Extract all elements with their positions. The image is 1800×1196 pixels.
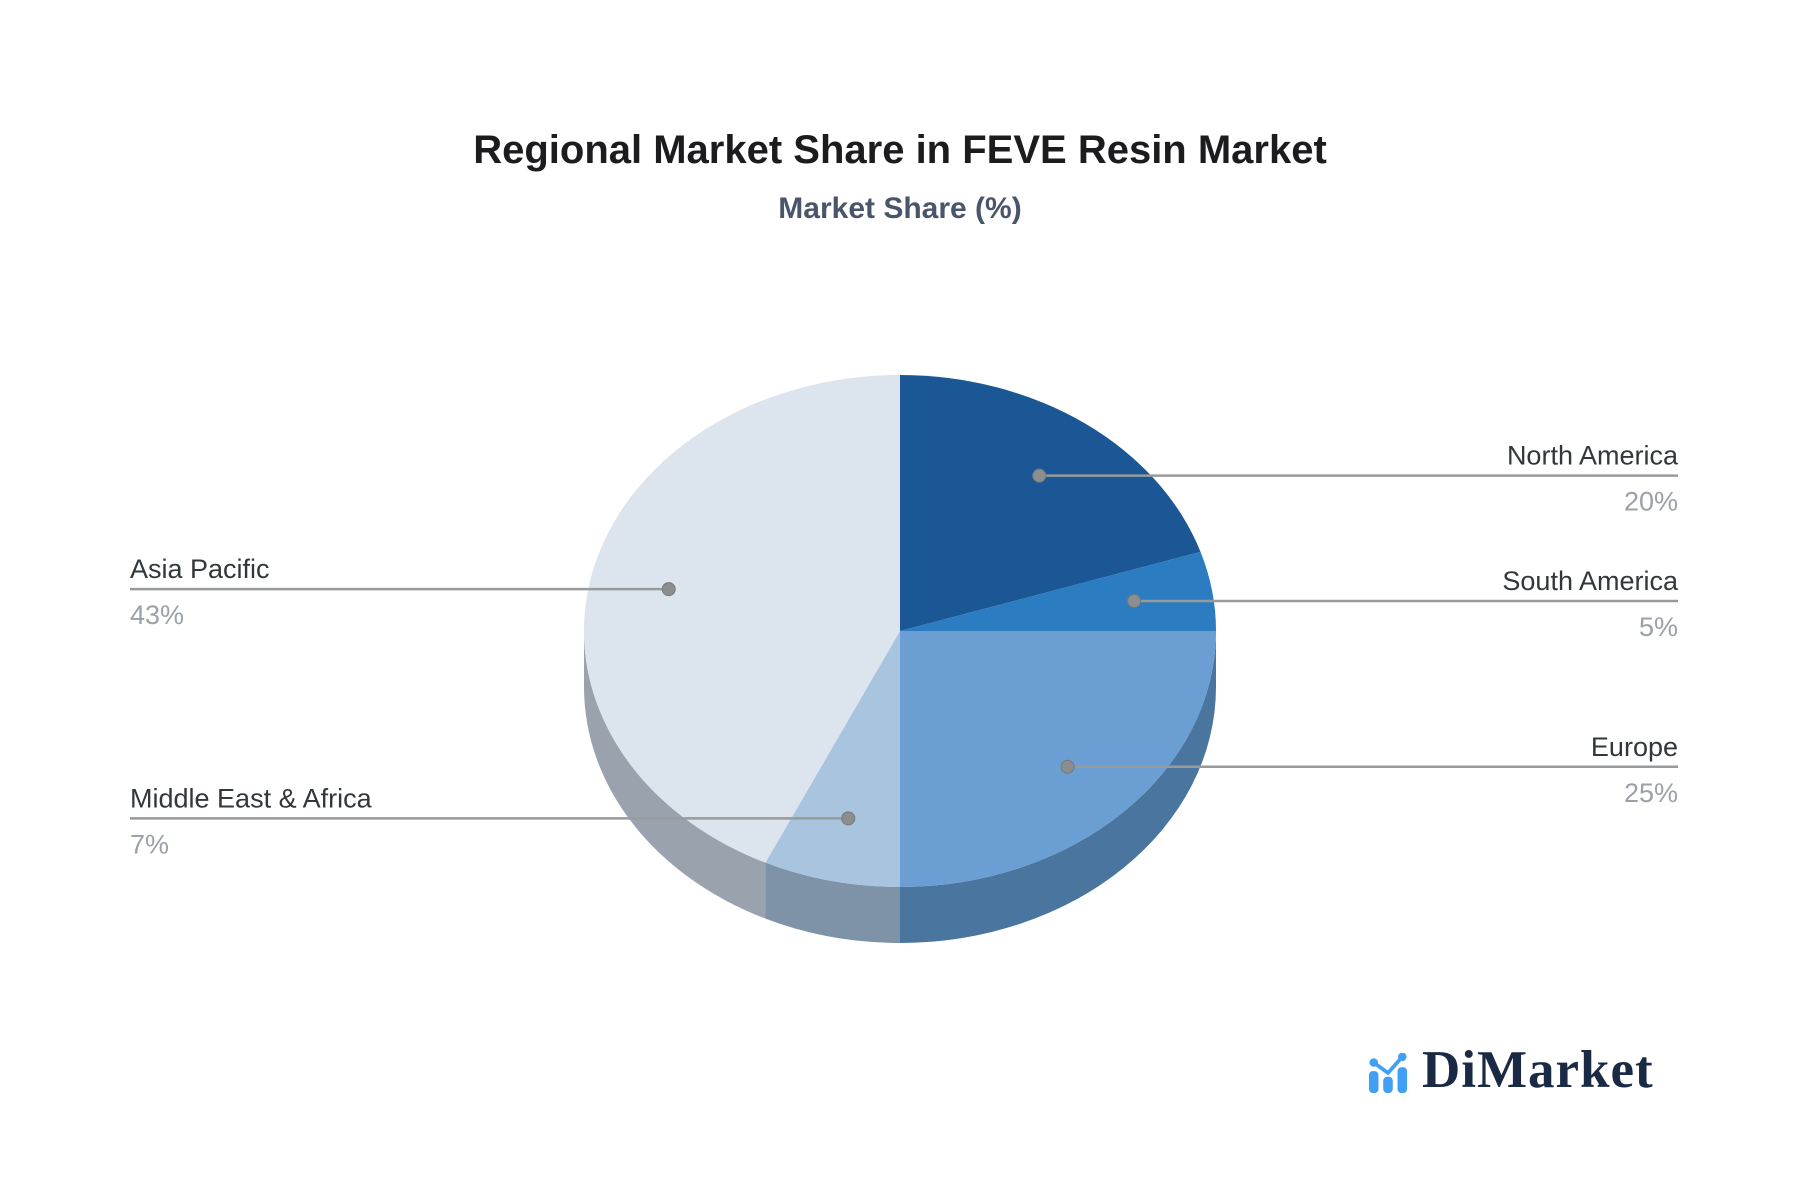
callout-dot bbox=[1032, 468, 1047, 483]
slice-label: North America bbox=[1507, 441, 1679, 471]
dimarket-logo-text: DiMarket bbox=[1422, 1041, 1654, 1099]
slice-value: 7% bbox=[130, 829, 169, 859]
slice-label: Europe bbox=[1591, 732, 1678, 762]
pie-slice-side-europe bbox=[900, 631, 1216, 943]
slice-value: 43% bbox=[130, 600, 184, 630]
callout-dot bbox=[1060, 759, 1075, 774]
callout-north-america: North America 20% bbox=[1032, 441, 1679, 517]
callout-dot bbox=[1127, 593, 1142, 608]
slice-value: 20% bbox=[1624, 487, 1678, 517]
pie-slice-side-middle-east-africa bbox=[765, 862, 900, 943]
slice-value: 5% bbox=[1639, 612, 1678, 642]
pie-slice-north-america[interactable] bbox=[900, 375, 1201, 631]
callout-asia-pacific: Asia Pacific 43% bbox=[130, 554, 676, 630]
pie-slice-middle-east-africa[interactable] bbox=[765, 631, 900, 887]
callout-dot bbox=[841, 811, 856, 826]
slice-label: South America bbox=[1502, 566, 1679, 596]
pie-slice-asia-pacific[interactable] bbox=[584, 375, 900, 863]
slice-label: Asia Pacific bbox=[130, 554, 270, 584]
dimarket-logo: DiMarket bbox=[1367, 1038, 1654, 1098]
callout-europe: Europe 25% bbox=[1060, 732, 1678, 808]
callout-middle-east-africa: Middle East & Africa 7% bbox=[130, 783, 856, 859]
chart-title: Regional Market Share in FEVE Resin Mark… bbox=[473, 128, 1327, 172]
pie-slice-europe[interactable] bbox=[900, 631, 1216, 887]
slice-label: Middle East & Africa bbox=[130, 783, 373, 813]
pie-slice-side-asia-pacific bbox=[584, 631, 766, 919]
bar-line-chart-icon bbox=[1368, 1053, 1408, 1093]
callout-south-america: South America 5% bbox=[1127, 566, 1679, 642]
callout-dot bbox=[661, 582, 676, 597]
chart-subtitle: Market Share (%) bbox=[778, 192, 1022, 225]
slice-value: 25% bbox=[1624, 778, 1678, 808]
pie-slice-south-america[interactable] bbox=[900, 551, 1216, 631]
